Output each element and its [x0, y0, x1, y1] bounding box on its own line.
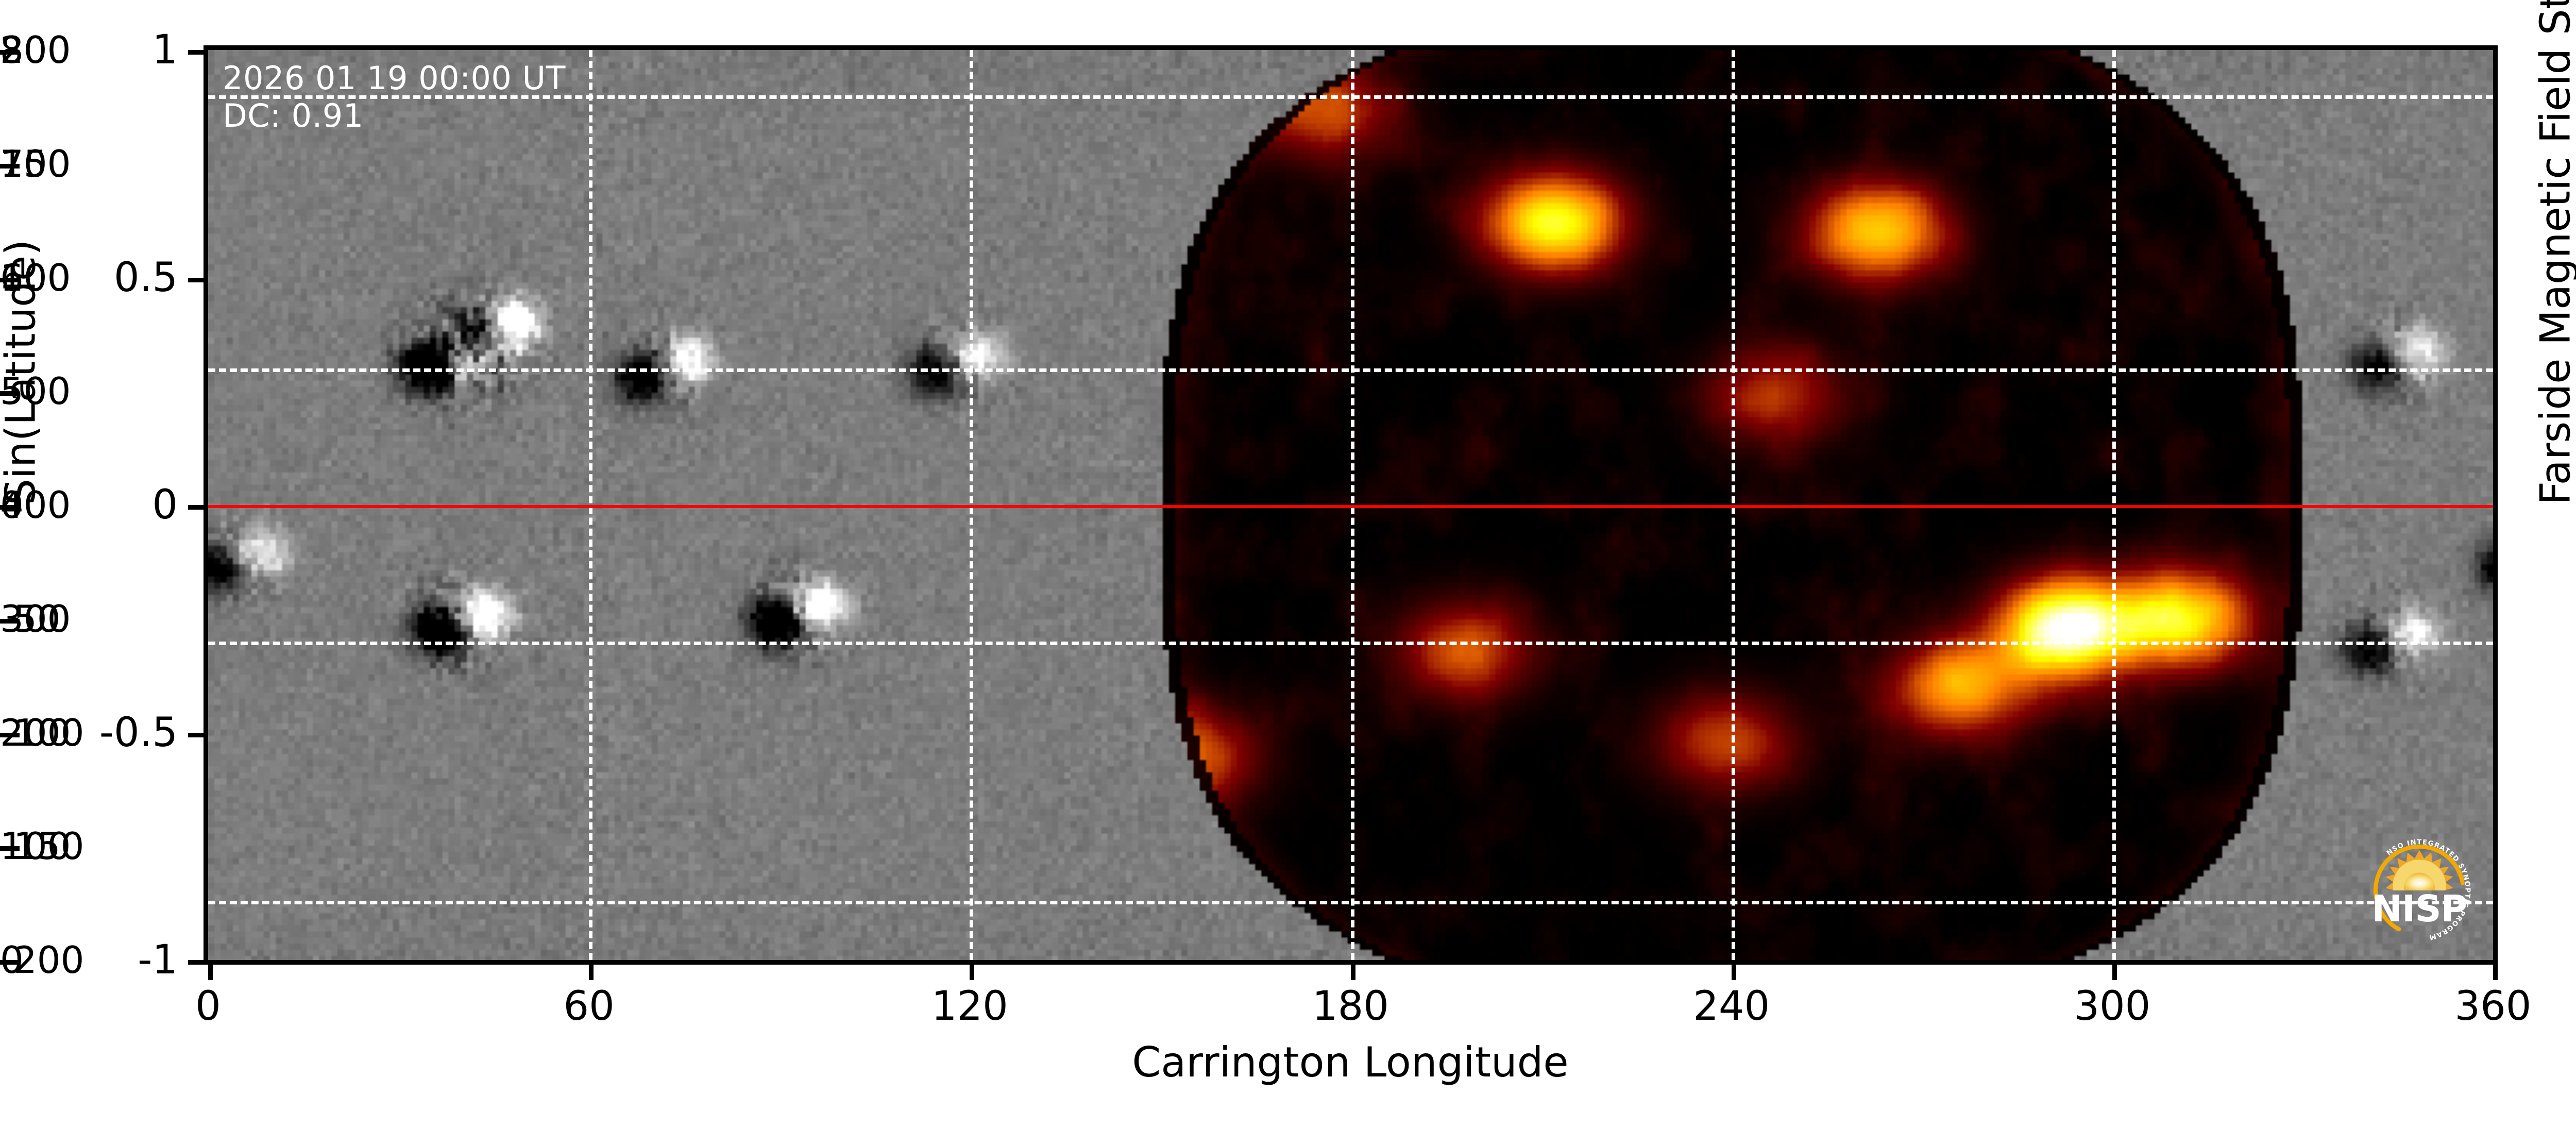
- gridline-sinlat-0.3: [208, 368, 2493, 373]
- timestamp-annotation: 2026 01 19 00:00 UT DC: 0.91: [223, 59, 566, 135]
- x-tick-label-240: 240: [1693, 983, 1770, 1030]
- colorbar-tick-frontside--100: [0, 732, 20, 737]
- colorbar-label-frontside-50: 50: [0, 369, 47, 413]
- colorbar-label-frontside-100: 100: [0, 256, 71, 299]
- colorbar-tick-frontside--200: [0, 960, 20, 965]
- y-tick-label--1: -1: [138, 937, 178, 983]
- x-tick-300: [2112, 965, 2117, 980]
- synoptic-map-plot: 2026 01 19 00:00 UT DC: 0.91 NSO INTEGRA…: [204, 45, 2498, 965]
- equator-line: [208, 505, 2493, 508]
- colorbar-label-frontside--50: -50: [0, 597, 61, 641]
- y-tick--0.5: [188, 732, 204, 737]
- colorbar-label-frontside-0: 0: [0, 483, 24, 527]
- y-tick-0.5: [188, 277, 204, 282]
- x-tick-label-0: 0: [195, 983, 221, 1030]
- colorbar-farside-title: Farside Magnetic Field Strength (Gauss): [2531, 0, 2576, 505]
- x-tick-360: [2493, 965, 2498, 980]
- x-tick-label-60: 60: [563, 983, 615, 1030]
- gridline-sinlat--0.3: [208, 641, 2493, 645]
- colorbar-tick-frontside-100: [0, 277, 20, 282]
- x-axis-title: Carrington Longitude: [1132, 1038, 1569, 1086]
- colorbar-label-frontside-150: 150: [0, 142, 71, 186]
- x-tick-label-180: 180: [1312, 983, 1389, 1030]
- colorbar-tick-frontside--50: [0, 618, 20, 624]
- x-tick-label-120: 120: [931, 983, 1008, 1030]
- x-tick-180: [1350, 965, 1355, 980]
- x-tick-120: [970, 965, 975, 980]
- y-tick-label--0.5: -0.5: [99, 709, 178, 756]
- nisp-logo: NSO INTEGRATED SYNOPTIC PROGRAM NISP: [2371, 838, 2470, 941]
- y-tick-1: [188, 50, 204, 55]
- x-tick-0: [208, 965, 213, 980]
- x-tick-label-300: 300: [2074, 983, 2151, 1030]
- logo-ring-arc: [2373, 844, 2466, 937]
- colorbar-label-frontside-200: 200: [0, 28, 71, 72]
- x-tick-label-360: 360: [2454, 983, 2532, 1030]
- colorbar-label-frontside--100: -100: [0, 711, 84, 754]
- y-tick-0: [188, 505, 204, 510]
- colorbar-label-frontside--200: -200: [0, 938, 84, 982]
- logo-acronym: NISP: [2371, 887, 2467, 930]
- colorbar-tick-frontside-150: [0, 163, 20, 169]
- colorbar-tick-frontside-200: [0, 50, 20, 55]
- x-tick-60: [589, 965, 594, 980]
- x-tick-240: [1731, 965, 1736, 980]
- y-tick-label-0: 0: [152, 482, 178, 528]
- colorbar-tick-frontside--150: [0, 846, 20, 851]
- colorbar-tick-frontside-0: [0, 505, 20, 510]
- y-tick-label-1: 1: [152, 27, 178, 73]
- gridline-sinlat--0.87: [208, 901, 2493, 905]
- logo-sun: [2385, 850, 2453, 890]
- colorbar-tick-frontside-50: [0, 391, 20, 396]
- colorbar-label-frontside--150: -150: [0, 824, 84, 868]
- y-tick--1: [188, 960, 204, 965]
- gridline-sinlat-0.9: [208, 95, 2493, 99]
- y-tick-label-0.5: 0.5: [113, 254, 178, 301]
